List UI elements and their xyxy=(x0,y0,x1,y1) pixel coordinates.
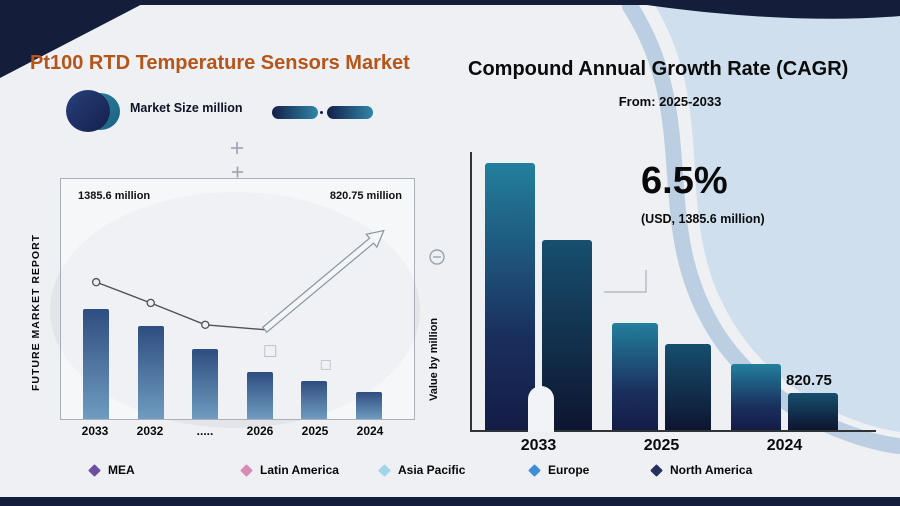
diamond-icon xyxy=(240,463,253,477)
top-right-frame xyxy=(640,0,900,19)
legend-label: MEA xyxy=(108,463,135,477)
market-bar-2025 xyxy=(301,381,328,419)
bottom-frame xyxy=(0,497,900,506)
cagr-bar-2033-1 xyxy=(485,163,535,430)
left-chart-title: Pt100 RTD Temperature Sensors Market xyxy=(30,52,410,74)
left-x-axis-labels: 2033 2032..... 2026 2025 2024 xyxy=(60,424,415,440)
left-x-label: 2025 xyxy=(301,424,329,438)
corner-triangle xyxy=(0,0,150,78)
diamond-icon xyxy=(378,463,391,477)
cagr-bar-2024-1 xyxy=(731,364,781,430)
right-chart-title: Compound Annual Growth Rate (CAGR) xyxy=(468,58,849,80)
legend-item-europe: Europe xyxy=(528,463,590,477)
cagr-bar-2025-1 xyxy=(612,323,658,430)
right-x-label: 2033 xyxy=(520,437,557,454)
cagr-group-2024: 2024 xyxy=(731,364,838,454)
market-size-bars xyxy=(83,179,382,419)
left-x-label: 2032 xyxy=(136,424,164,438)
decor-minus-circle-icon xyxy=(429,249,445,265)
diamond-icon xyxy=(88,463,101,477)
decor-swoosh xyxy=(652,0,900,506)
diamond-icon xyxy=(650,463,663,477)
cagr-bar-2024-2 xyxy=(788,393,838,430)
side-watermark-label: FUTURE MARKET REPORT xyxy=(30,233,42,391)
cagr-bar-groups: 2033 2025 2024 xyxy=(472,150,874,454)
end-value-annotation: 820.75 million xyxy=(329,190,402,202)
market-size-icon-navy xyxy=(66,90,110,132)
legend-label: Europe xyxy=(548,463,590,477)
market-bar-..... xyxy=(192,349,219,419)
legend-label: Asia Pacific xyxy=(398,463,466,477)
value-axis-label: Value by million xyxy=(428,317,440,401)
right-chart-subtitle: From: 2025-2033 xyxy=(618,94,722,109)
market-bar-2032 xyxy=(137,326,164,419)
cagr-value: 6.5% xyxy=(641,160,728,202)
legend-label: Latin America xyxy=(260,463,339,477)
top-frame xyxy=(0,0,900,5)
cagr-bar-2025-2 xyxy=(665,344,711,430)
decor-pill xyxy=(272,106,318,119)
market-bar-2024 xyxy=(355,392,382,419)
decor-notch xyxy=(528,386,554,432)
region-legend: MEA Latin America Asia Pacific Europe North … xyxy=(0,463,900,487)
decor-pill xyxy=(327,106,373,119)
right-x-label: 2025 xyxy=(643,437,680,454)
legend-item-north-america: North America xyxy=(650,463,753,477)
right-x-label: 2024 xyxy=(766,437,803,454)
cagr-basis: (USD, 1385.6 million) xyxy=(641,212,765,226)
cagr-group-2025: 2025 xyxy=(612,323,711,454)
left-x-label: ..... xyxy=(196,424,214,438)
cagr-group-2033: 2033 xyxy=(485,163,592,454)
x-axis-line xyxy=(470,430,876,432)
legend-item-mea: MEA xyxy=(88,463,135,477)
start-value-annotation: 1385.6 million xyxy=(78,190,151,202)
market-bar-2033 xyxy=(83,309,109,419)
market-size-icon xyxy=(66,90,124,132)
legend-item-asia-pacific: Asia Pacific xyxy=(378,463,466,477)
left-x-label: 2024 xyxy=(356,424,384,438)
decor-pill-dot xyxy=(320,111,323,114)
legend-item-latin-america: Latin America xyxy=(240,463,339,477)
y-axis-line xyxy=(470,152,472,432)
left-x-label: 2033 xyxy=(81,424,109,438)
decor-step-line xyxy=(604,270,647,293)
left-x-label: 2026 xyxy=(246,424,274,438)
market-size-legend-label: Market Size million xyxy=(130,101,243,115)
diamond-icon xyxy=(528,463,541,477)
decor-plus-icons xyxy=(231,142,243,178)
legend-label: North America xyxy=(670,463,753,477)
market-size-chart: 1385.6 million 820.75 million xyxy=(60,178,415,420)
market-bar-2026 xyxy=(246,372,273,419)
end-value-label: 820.75 xyxy=(786,372,832,389)
